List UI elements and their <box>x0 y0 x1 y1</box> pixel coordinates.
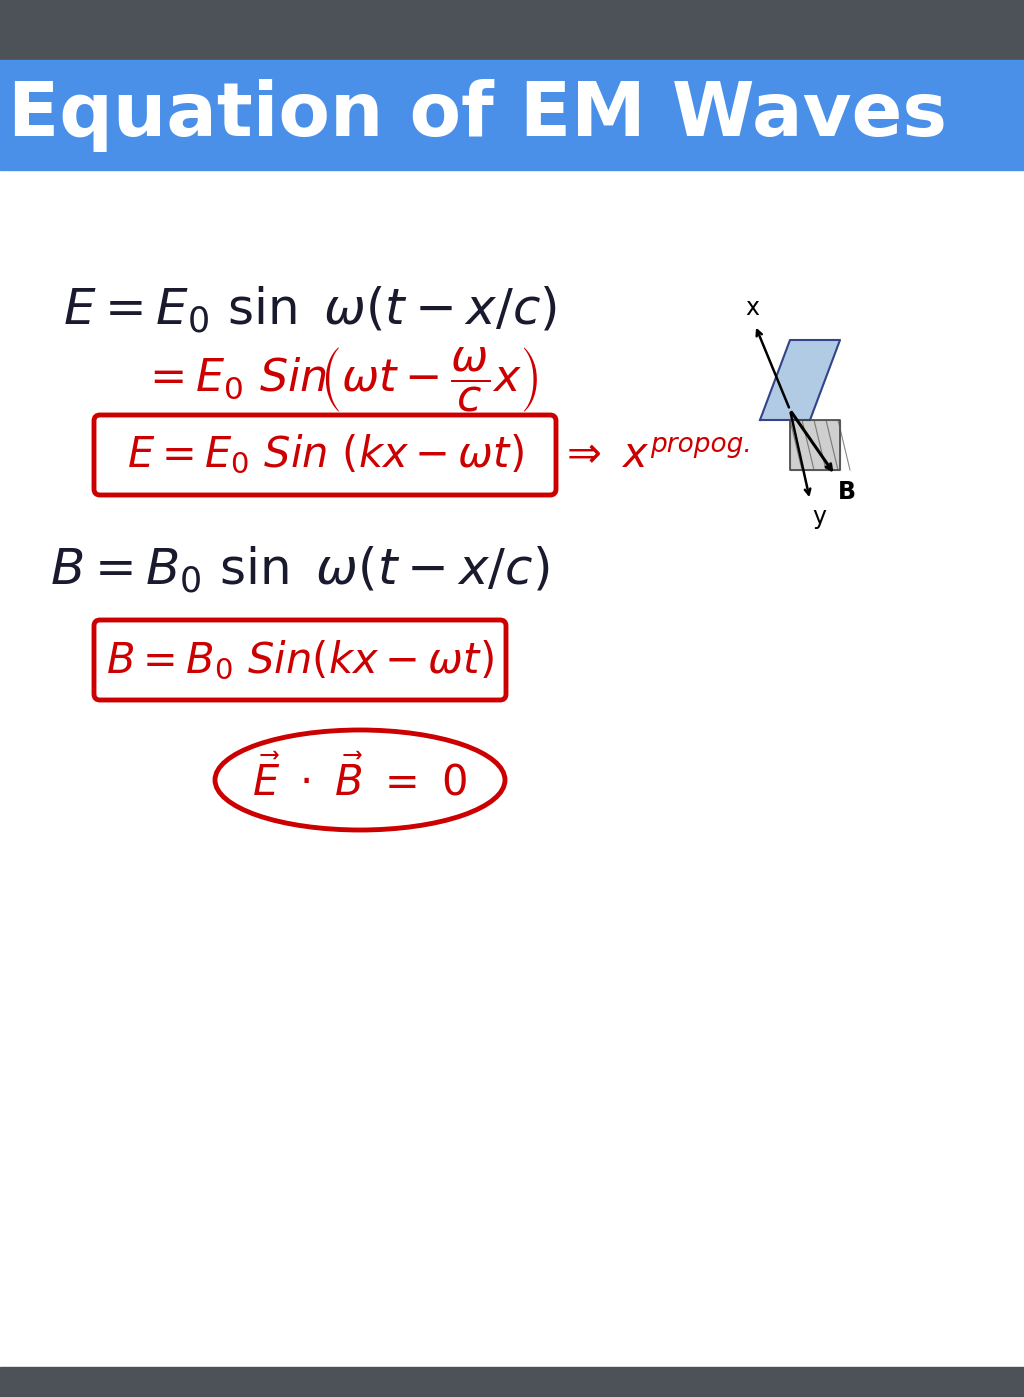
Text: x: x <box>745 296 759 320</box>
Text: y: y <box>812 504 826 529</box>
Ellipse shape <box>215 731 505 830</box>
Bar <box>0 1368 1024 1397</box>
Text: Equation of EM Waves: Equation of EM Waves <box>8 78 947 151</box>
FancyBboxPatch shape <box>94 415 556 495</box>
Text: B: B <box>838 481 856 504</box>
Text: propog.: propog. <box>650 432 752 458</box>
Text: $\Rightarrow\ x$: $\Rightarrow\ x$ <box>558 434 649 476</box>
Text: $= E_0\ Sin\!\left(\omega t - \dfrac{\omega}{c}x\right)$: $= E_0\ Sin\!\left(\omega t - \dfrac{\om… <box>141 345 539 415</box>
Bar <box>0 60 1024 170</box>
Text: $B = B_0\ Sin(kx - \omega t)$: $B = B_0\ Sin(kx - \omega t)$ <box>106 638 494 682</box>
Polygon shape <box>790 420 840 469</box>
Text: $\vec{E}\ \cdot\ \vec{B}\ =\ 0$: $\vec{E}\ \cdot\ \vec{B}\ =\ 0$ <box>252 756 468 805</box>
Bar <box>0 0 1024 60</box>
Text: $B = B_0\ \sin\ \omega(t - x/c)$: $B = B_0\ \sin\ \omega(t - x/c)$ <box>50 545 550 595</box>
Text: $E = E_0\ Sin\ (kx - \omega t)$: $E = E_0\ Sin\ (kx - \omega t)$ <box>127 433 523 476</box>
Polygon shape <box>760 339 840 420</box>
FancyBboxPatch shape <box>94 620 506 700</box>
Text: $E = E_0\ \sin\ \omega(t - x/c)$: $E = E_0\ \sin\ \omega(t - x/c)$ <box>63 285 557 335</box>
